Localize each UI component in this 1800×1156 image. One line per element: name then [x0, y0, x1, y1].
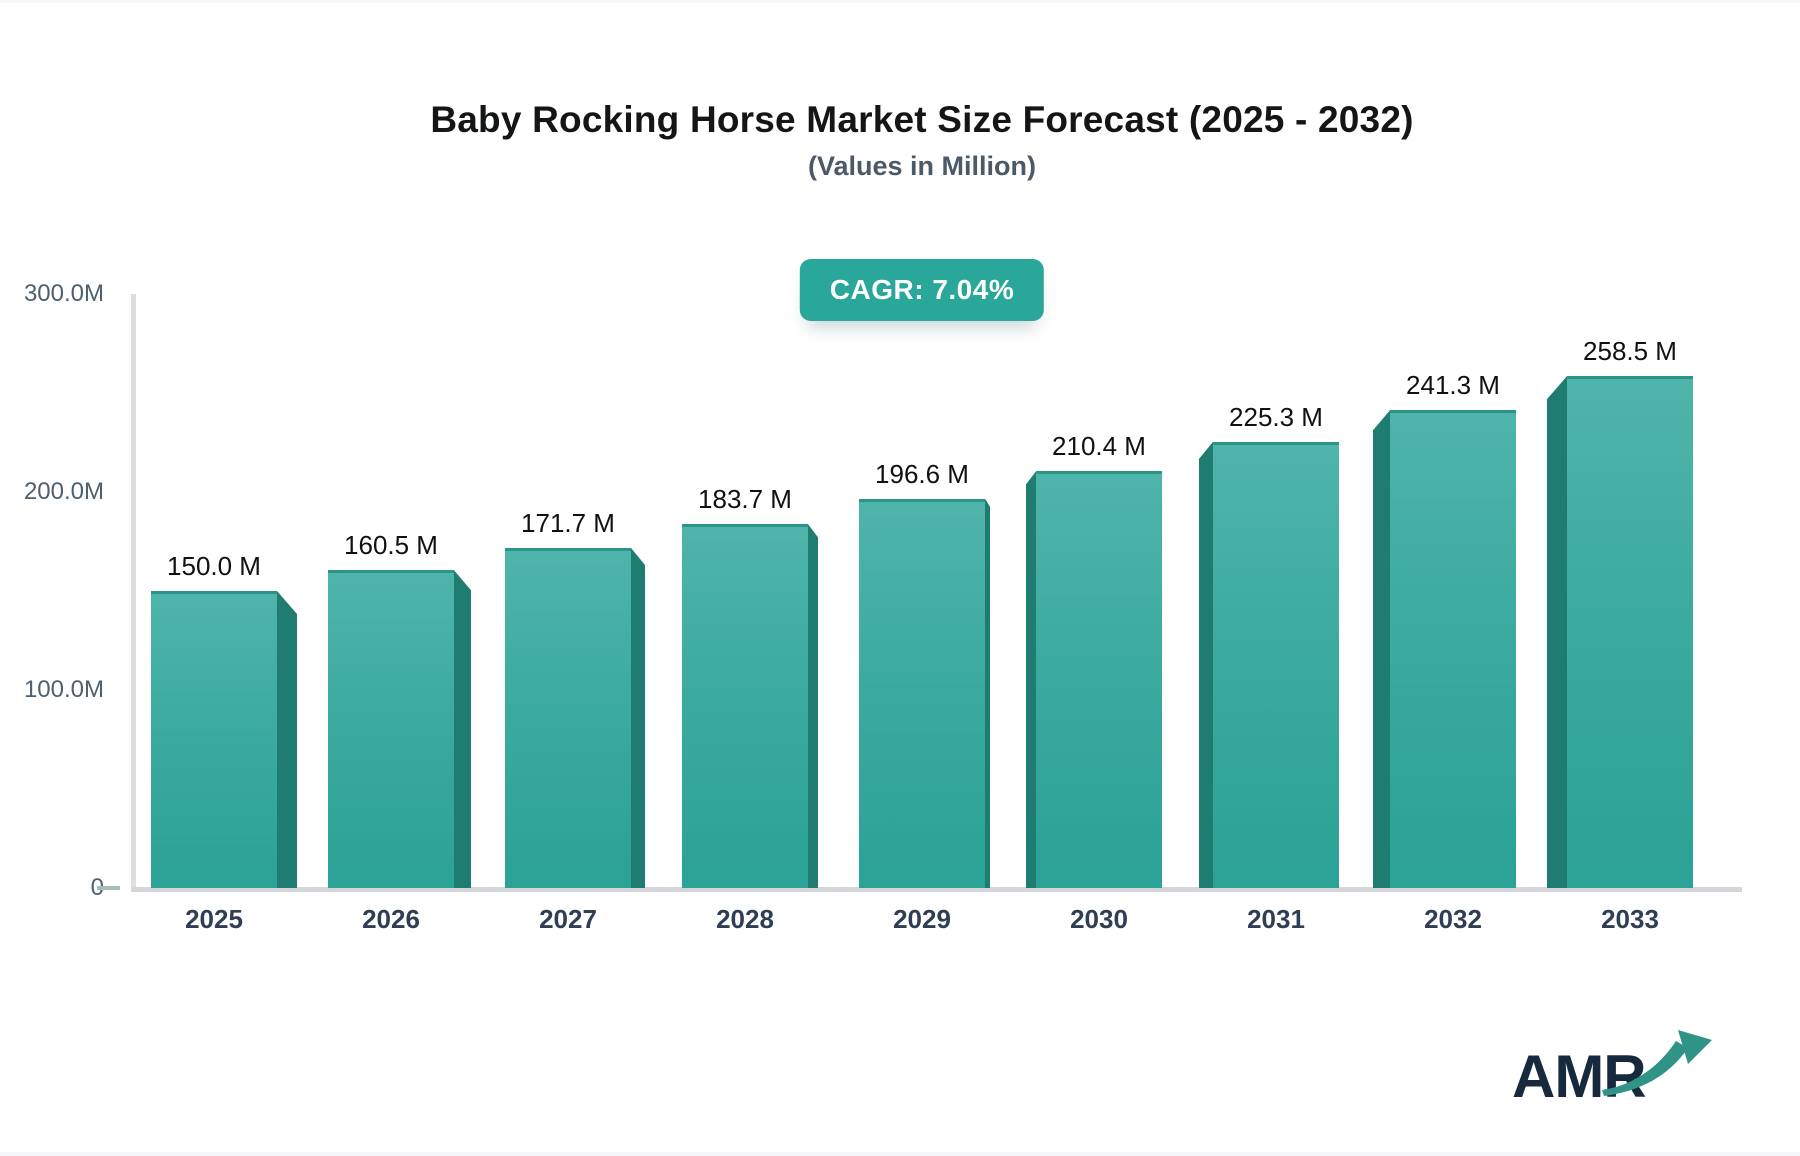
zero-tick-mark — [97, 886, 120, 890]
bar-value-label: 171.7 M — [521, 508, 615, 539]
bar-chart-plot-area: 300.0M 200.0M 100.0M 0 150.0 M 2025 160.5 M 202… — [0, 3, 1800, 1152]
y-axis-line — [131, 294, 136, 890]
x-axis-category-label: 2027 — [539, 904, 597, 934]
y-axis-tick-label: 100.0M — [23, 676, 104, 703]
y-axis-tick-label: 300.0M — [23, 280, 104, 307]
x-axis-category-label: 2029 — [893, 904, 951, 934]
bar-2033[interactable] — [1567, 376, 1693, 888]
y-axis-tick-label: 200.0M — [23, 478, 104, 505]
amr-logo-text: AMR — [1512, 1043, 1647, 1110]
bar-2032[interactable] — [1390, 410, 1516, 888]
bar-2026[interactable] — [328, 570, 454, 888]
bar-2025[interactable] — [151, 591, 277, 888]
bar-2029[interactable] — [859, 498, 985, 888]
bar-2026-side-face — [454, 570, 471, 888]
amr-logo: AMR — [1512, 1024, 1732, 1124]
bar-value-label: 225.3 M — [1229, 401, 1323, 432]
bar-value-label: 183.7 M — [698, 484, 792, 515]
bar-2029-side-face — [985, 498, 990, 888]
bar-2025-side-face — [277, 591, 297, 888]
bar-value-label: 210.4 M — [1052, 431, 1146, 462]
bar-2031-side-face — [1199, 441, 1213, 888]
bar-2032-side-face — [1373, 410, 1390, 888]
bar-2030-side-face — [1026, 471, 1036, 888]
x-axis-category-label: 2031 — [1247, 904, 1305, 934]
bar-2031[interactable] — [1213, 441, 1339, 888]
chart-title: Baby Rocking Horse Market Size Forecast … — [430, 99, 1414, 140]
chart-subtitle: (Values in Million) — [807, 151, 1037, 181]
bar-2028-side-face — [808, 524, 818, 888]
bar-value-label: 150.0 M — [167, 551, 261, 581]
bar-2033-side-face — [1547, 376, 1567, 888]
bar-value-label: 258.5 M — [1583, 336, 1677, 367]
bar-2027-side-face — [631, 548, 645, 888]
y-axis-tick-label: 0 — [0, 874, 104, 902]
cagr-badge: CAGR: 7.04% — [799, 259, 1045, 321]
bar-value-label: 241.3 M — [1406, 370, 1500, 401]
growth-arrow-icon — [1602, 1030, 1712, 1096]
bar-2028[interactable] — [682, 524, 808, 888]
bar-value-label: 160.5 M — [344, 530, 438, 561]
bar-value-label: 196.6 M — [875, 458, 969, 489]
x-axis-category-label: 2032 — [1424, 904, 1482, 934]
x-axis-category-label: 2025 — [185, 904, 243, 934]
x-axis-category-label: 2033 — [1601, 904, 1659, 934]
x-axis-category-label: 2028 — [716, 904, 774, 934]
bar-2030[interactable] — [1036, 471, 1162, 888]
bar-2027[interactable] — [505, 548, 631, 888]
x-axis-category-label: 2026 — [362, 904, 420, 934]
x-axis-baseline — [131, 887, 1742, 892]
x-axis-category-label: 2030 — [1070, 904, 1128, 934]
